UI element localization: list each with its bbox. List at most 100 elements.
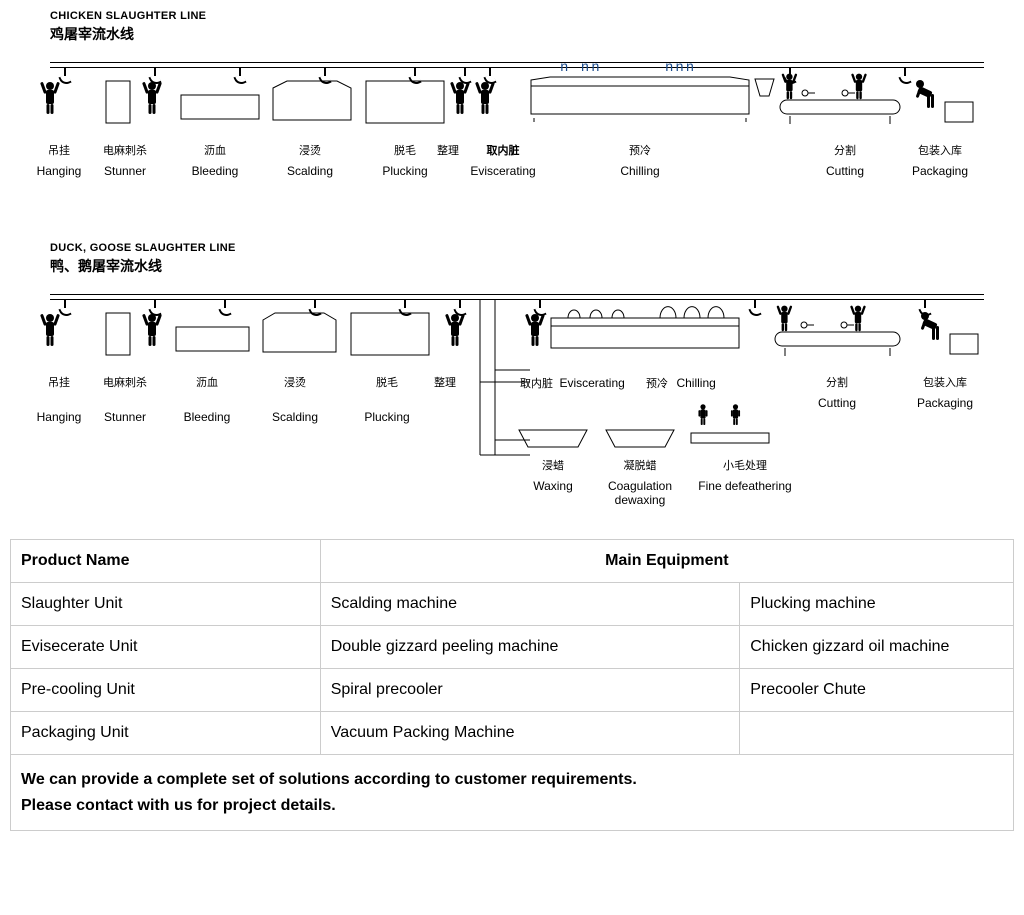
chill-mark: nnn xyxy=(665,60,696,76)
chill-mark: n nn xyxy=(560,60,602,76)
label-en: Stunner xyxy=(90,410,160,424)
footer-line2: Please contact with us for project detai… xyxy=(21,793,1003,819)
equipment-table: Product Name Main Equipment Slaughter Un… xyxy=(10,539,1014,831)
label-cn: 小毛处理 xyxy=(690,457,800,473)
cell-product: Slaughter Unit xyxy=(11,583,321,626)
label-cn: 整理 xyxy=(425,374,465,390)
station-fine-defeathering xyxy=(690,401,770,451)
label-en: Hanging xyxy=(24,164,94,178)
label-cn: 预冷 xyxy=(646,378,668,390)
chicken-diagram: n nn nnn xyxy=(50,62,984,142)
station-bleeding xyxy=(180,80,260,120)
station-scalding xyxy=(262,312,337,354)
duck-title-en: DUCK, GOOSE SLAUGHTER LINE xyxy=(50,242,984,254)
cell-eq1: Spiral precooler xyxy=(320,669,740,712)
station-cutting xyxy=(770,304,905,358)
label-cn: 包装入库 xyxy=(910,374,980,390)
label-cn: 包装入库 xyxy=(905,142,975,158)
station-hanging xyxy=(40,312,62,352)
duck-labels: 吊挂 Hanging 电麻刺杀 Stunner 沥血 Bleeding 浸烫 S… xyxy=(50,374,984,429)
table-footer-row: We can provide a complete set of solutio… xyxy=(11,755,1014,831)
label-en: Chilling xyxy=(676,376,715,390)
cell-eq1: Scalding machine xyxy=(320,583,740,626)
cell-product: Evisecerate Unit xyxy=(11,626,321,669)
table-row: Pre-cooling Unit Spiral precooler Precoo… xyxy=(11,669,1014,712)
label-en: Cutting xyxy=(802,396,872,410)
header-product-name: Product Name xyxy=(11,540,321,583)
station-evis-chill-box xyxy=(550,304,740,354)
station-bleeding xyxy=(175,312,250,352)
station-packaging xyxy=(920,306,980,356)
duck-title-cn: 鸭、鹅屠宰流水线 xyxy=(50,256,984,276)
station-hanging xyxy=(40,80,62,120)
footer-text: We can provide a complete set of solutio… xyxy=(11,755,1014,831)
hook-icon xyxy=(750,300,760,316)
cell-product: Packaging Unit xyxy=(11,712,321,755)
table-row: Slaughter Unit Scalding machine Plucking… xyxy=(11,583,1014,626)
station-eviscerating xyxy=(475,80,495,120)
cell-eq2 xyxy=(740,712,1014,755)
cell-product: Pre-cooling Unit xyxy=(11,669,321,712)
cell-eq2: Precooler Chute xyxy=(740,669,1014,712)
cell-eq2: Plucking machine xyxy=(740,583,1014,626)
station-waxing xyxy=(518,429,588,453)
cell-eq1: Vacuum Packing Machine xyxy=(320,712,740,755)
cell-eq2: Chicken gizzard oil machine xyxy=(740,626,1014,669)
label-en: Coagulation dewaxing xyxy=(595,479,685,507)
label-cn: 取内脏 xyxy=(458,142,548,158)
station-worker xyxy=(445,312,465,352)
label-en: Bleeding xyxy=(172,410,242,424)
label-en: Scalding xyxy=(275,164,345,178)
station-eviscerating xyxy=(525,312,545,352)
label-en: Cutting xyxy=(810,164,880,178)
label-cn: 浸烫 xyxy=(260,374,330,390)
label-en: Chilling xyxy=(605,164,675,178)
station-worker xyxy=(450,80,470,120)
label-cn: 预冷 xyxy=(605,142,675,158)
label-cn: 分割 xyxy=(810,142,880,158)
label-cn: 沥血 xyxy=(180,142,250,158)
footer-line1: We can provide a complete set of solutio… xyxy=(21,767,1003,793)
cell-eq1: Double gizzard peeling machine xyxy=(320,626,740,669)
label-cn: 取内脏 xyxy=(520,378,553,390)
chicken-labels: 吊挂 Hanging 电麻刺杀 Stunner 沥血 Bleeding 浸烫 S… xyxy=(50,142,984,192)
duck-diagram xyxy=(50,294,984,374)
label-en: Packaging xyxy=(905,164,975,178)
station-plucking xyxy=(350,312,430,356)
label-en: Fine defeathering xyxy=(690,479,800,493)
station-stunner xyxy=(105,80,135,124)
label-en: Packaging xyxy=(910,396,980,410)
label-en: Scalding xyxy=(260,410,330,424)
table-row: Evisecerate Unit Double gizzard peeling … xyxy=(11,626,1014,669)
station-plucking xyxy=(365,80,445,124)
duck-section: DUCK, GOOSE SLAUGHTER LINE 鸭、鹅屠宰流水线 xyxy=(0,232,1024,519)
label-cn: 凝脱蜡 xyxy=(595,457,685,473)
label-cn: 电麻刺杀 xyxy=(90,374,160,390)
label-en: Waxing xyxy=(518,479,588,493)
label-en: Eviscerating xyxy=(559,376,624,390)
label-cn: 脱毛 xyxy=(352,374,422,390)
label-cn: 浸烫 xyxy=(275,142,345,158)
conveyor-rail xyxy=(50,62,984,68)
label-en: Hanging xyxy=(24,410,94,424)
label-en: Plucking xyxy=(352,410,422,424)
label-cn: 沥血 xyxy=(172,374,242,390)
label-en: Stunner xyxy=(90,164,160,178)
station-cutting xyxy=(775,72,905,126)
chute-icon xyxy=(754,78,776,98)
station-worker xyxy=(142,80,162,120)
label-en: Eviscerating xyxy=(458,164,548,178)
chicken-title-en: CHICKEN SLAUGHTER LINE xyxy=(50,10,984,22)
station-packaging xyxy=(915,74,975,124)
duck-sub-branch: 浸蜡 Waxing 凝脱蜡 Coagulation dewaxing 小毛处理 … xyxy=(50,429,984,519)
station-dewaxing xyxy=(605,429,675,453)
label-cn: 分割 xyxy=(802,374,872,390)
label-cn: 吊挂 xyxy=(24,142,94,158)
label-en: Bleeding xyxy=(180,164,250,178)
label-cn: 浸蜡 xyxy=(518,457,588,473)
station-scalding xyxy=(272,80,352,122)
station-worker xyxy=(142,312,162,352)
station-chilling xyxy=(530,76,750,124)
station-stunner xyxy=(105,312,135,356)
label-cn: 电麻刺杀 xyxy=(90,142,160,158)
